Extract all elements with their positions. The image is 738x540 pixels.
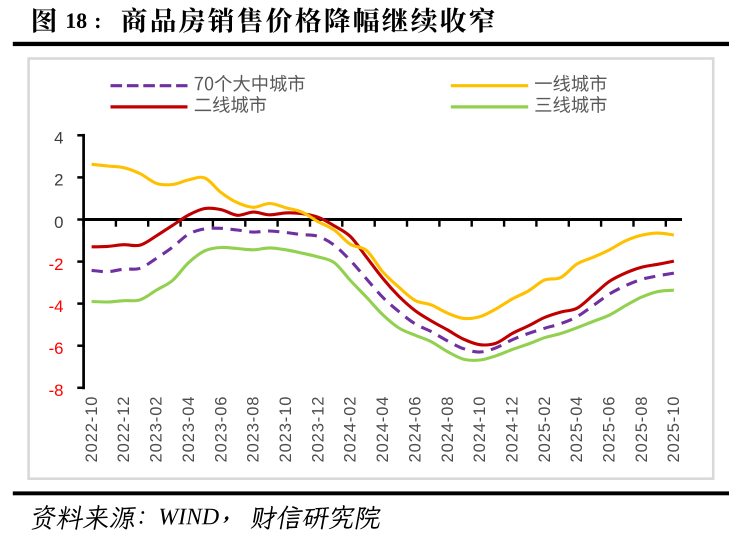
svg-text:2024-08: 2024-08: [439, 396, 457, 463]
svg-text:2024-12: 2024-12: [504, 396, 522, 463]
svg-text:2023-12: 2023-12: [309, 396, 327, 463]
svg-text:-2: -2: [49, 255, 64, 274]
svg-text:-6: -6: [49, 339, 64, 358]
svg-text:2025-02: 2025-02: [536, 396, 554, 463]
svg-text:2024-10: 2024-10: [471, 396, 489, 463]
svg-text:2023-04: 2023-04: [180, 396, 198, 463]
svg-text:2023-02: 2023-02: [148, 396, 166, 463]
svg-text:2022-10: 2022-10: [83, 396, 101, 463]
svg-text:2023-08: 2023-08: [245, 396, 263, 463]
svg-text:-8: -8: [49, 381, 64, 400]
svg-text:2025-08: 2025-08: [633, 396, 651, 463]
svg-text:2025-10: 2025-10: [665, 396, 683, 463]
svg-text:2024-04: 2024-04: [374, 396, 392, 463]
svg-text:2025-04: 2025-04: [568, 396, 586, 463]
svg-text:4: 4: [54, 129, 63, 148]
svg-text:2024-02: 2024-02: [342, 396, 360, 463]
svg-text:2022-12: 2022-12: [115, 396, 133, 463]
svg-text:0: 0: [54, 213, 63, 232]
svg-text:2024-06: 2024-06: [406, 396, 424, 463]
svg-text:2025-06: 2025-06: [601, 396, 619, 463]
svg-text:2023-10: 2023-10: [277, 396, 295, 463]
svg-text:2023-06: 2023-06: [212, 396, 230, 463]
svg-text:2: 2: [54, 171, 63, 190]
svg-text:-4: -4: [49, 297, 64, 316]
